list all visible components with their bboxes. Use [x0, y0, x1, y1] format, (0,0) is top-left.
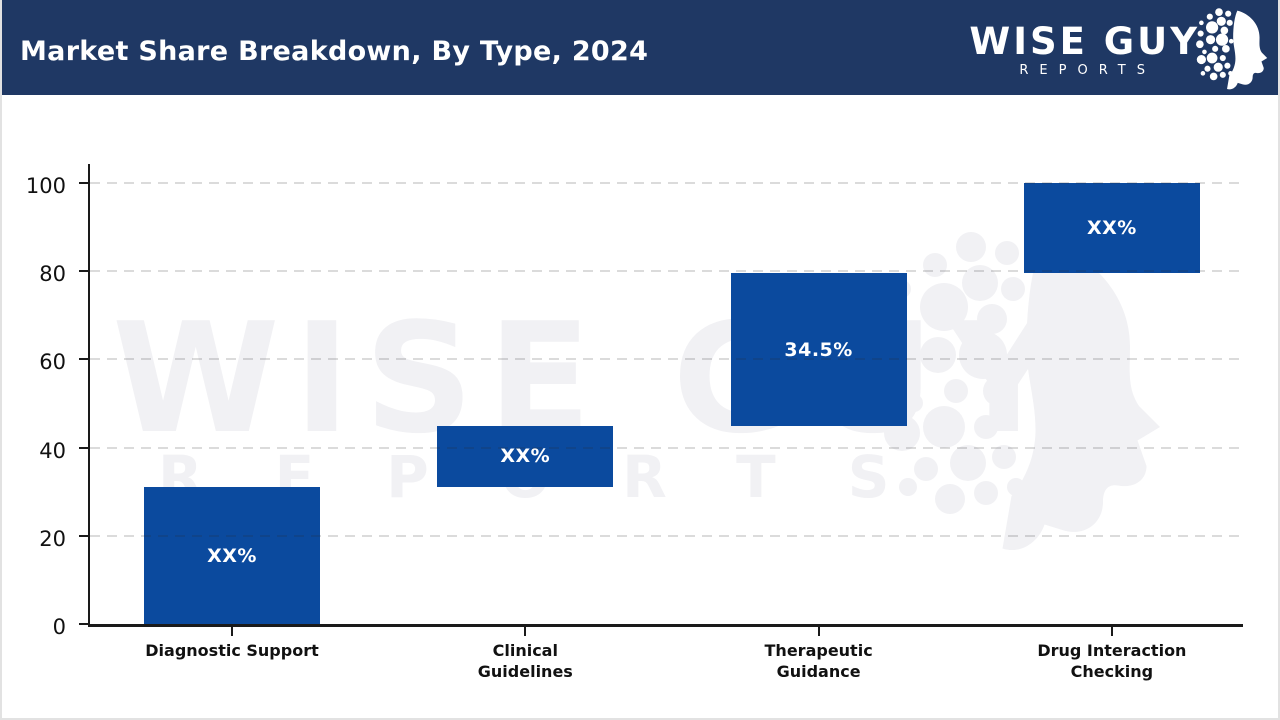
x-tick-mark	[524, 627, 527, 636]
brand-head-icon	[1196, 8, 1268, 90]
bar-value-label: XX%	[207, 544, 257, 567]
y-tick-label: 80	[39, 262, 66, 287]
x-category-label: Clinical Guidelines	[477, 641, 573, 681]
y-tick-mark	[79, 182, 88, 185]
gridline	[90, 534, 1243, 537]
y-tick-label: 60	[39, 350, 66, 375]
y-tick-mark	[79, 534, 88, 537]
bar: XX%	[144, 487, 320, 624]
x-tick-mark	[1110, 627, 1113, 636]
bar-value-label: XX%	[500, 445, 551, 468]
y-tick-mark	[79, 446, 88, 449]
plot-area: XX% XX% 34.5% XX% Diagnostic Support Clinical…	[79, 164, 1243, 681]
gridline	[90, 446, 1243, 449]
bar: XX%	[437, 425, 614, 488]
x-tick-mark	[817, 627, 820, 636]
y-tick-label: 0	[52, 615, 66, 639]
page-title: Market Share Breakdown, By Type, 2024	[20, 36, 649, 67]
y-tick-mark	[79, 358, 88, 361]
x-category-label: Diagnostic Support	[145, 641, 319, 660]
y-tick-label: 20	[39, 526, 66, 551]
y-tick-mark	[79, 270, 88, 273]
x-category-label: Therapeutic Guidance	[764, 641, 873, 681]
bar: 34.5%	[730, 273, 907, 426]
bar-value-label: XX%	[1086, 217, 1137, 240]
brand-logo: WISE GUY REPORTS	[969, 6, 1272, 94]
y-tick-mark	[79, 623, 88, 625]
x-tick-mark	[231, 627, 233, 636]
x-category-label: Drug Interaction Checking	[1037, 641, 1187, 681]
y-tick-label: 40	[39, 438, 66, 463]
bar: XX%	[1023, 183, 1200, 274]
brand-tagline: REPORTS	[1019, 62, 1156, 78]
header-bar: Market Share Breakdown, By Type, 2024 WI…	[0, 0, 1280, 95]
brand-text: WISE GUY REPORTS	[969, 20, 1200, 78]
gridline	[90, 358, 1243, 361]
gridline	[90, 182, 1243, 185]
bar-value-label: 34.5%	[784, 338, 853, 361]
brand-name: WISE GUY	[969, 20, 1200, 64]
y-axis: 0 20 40 60 80 100	[0, 164, 78, 639]
y-tick-label: 100	[25, 174, 66, 199]
gridline	[90, 270, 1243, 273]
